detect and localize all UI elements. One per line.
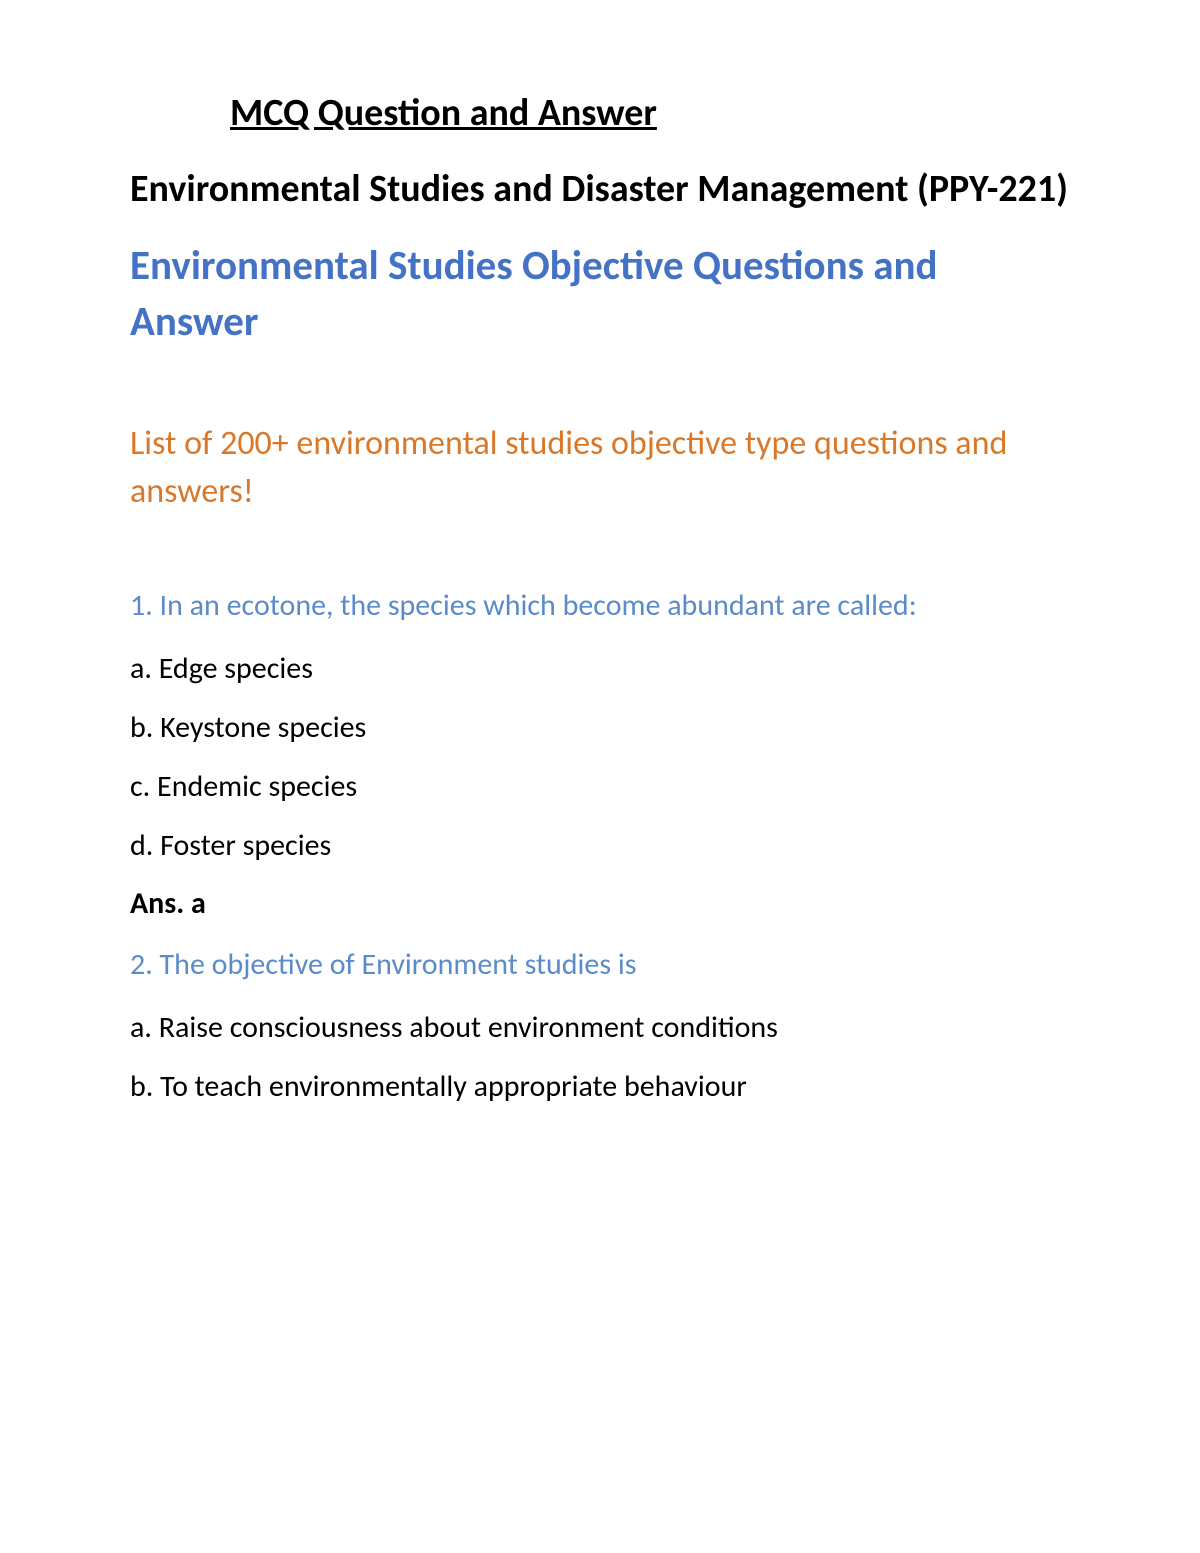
question-1-answer: Ans. a bbox=[130, 885, 1070, 922]
course-subtitle: Environmental Studies and Disaster Manag… bbox=[130, 164, 1070, 215]
section-heading: Environmental Studies Objective Question… bbox=[130, 239, 1070, 350]
list-intro: List of 200+ environmental studies objec… bbox=[130, 420, 1070, 515]
question-2-prompt: 2. The objective of Environment studies … bbox=[130, 944, 1070, 986]
question-1-option-b: b. Keystone species bbox=[130, 708, 1070, 747]
question-2-option-b: b. To teach environmentally appropriate … bbox=[130, 1067, 1070, 1106]
question-2-option-a: a. Raise consciousness about environment… bbox=[130, 1008, 1070, 1047]
question-1-option-a: a. Edge species bbox=[130, 649, 1070, 688]
question-1-option-d: d. Foster species bbox=[130, 826, 1070, 865]
main-title: MCQ Question and Answer bbox=[230, 90, 1070, 136]
question-1-prompt: 1. In an ecotone, the species which beco… bbox=[130, 585, 1070, 627]
question-1-option-c: c. Endemic species bbox=[130, 767, 1070, 806]
